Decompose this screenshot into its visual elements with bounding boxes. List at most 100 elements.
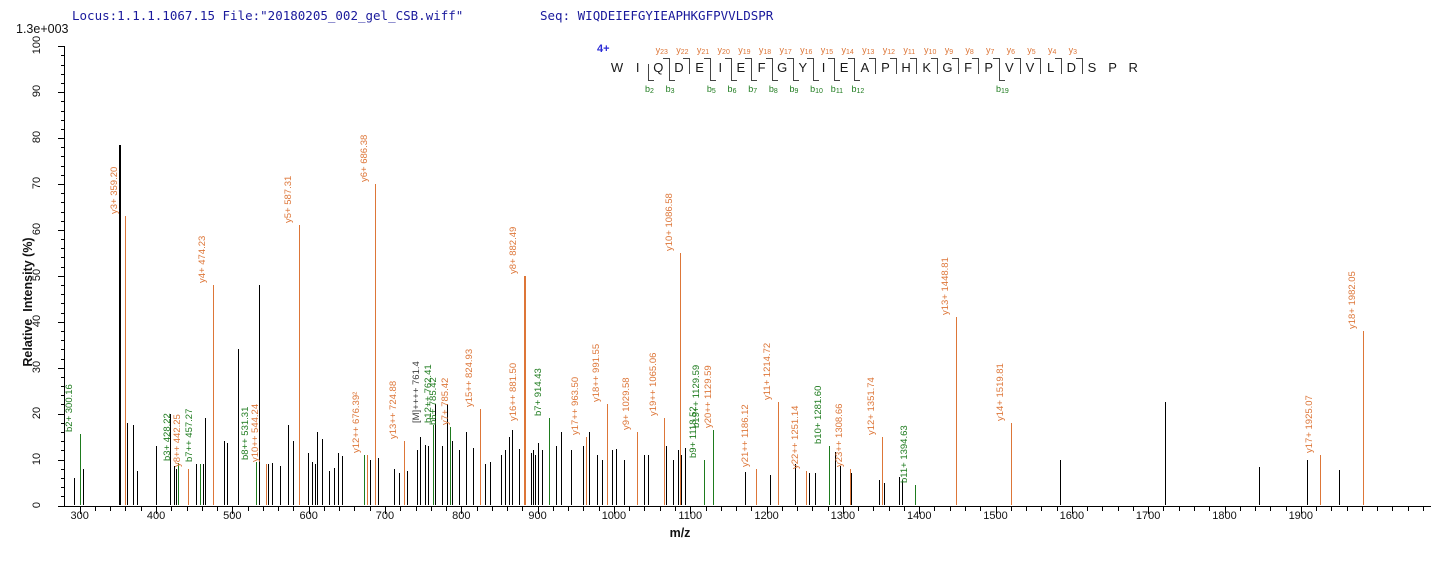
y-minor-tick bbox=[60, 165, 64, 167]
peak bbox=[484, 464, 486, 506]
y-minor-tick bbox=[60, 128, 64, 130]
y-tick-label: 80 bbox=[30, 130, 43, 144]
y-minor-tick bbox=[60, 55, 64, 57]
fragment-mark-y-stub bbox=[807, 58, 814, 59]
peak-label: y12++ 676.39² bbox=[350, 391, 362, 453]
x-major-tick bbox=[690, 506, 692, 514]
y-minor-tick bbox=[60, 119, 64, 121]
y-minor-tick bbox=[60, 211, 64, 213]
x-minor-tick bbox=[583, 506, 585, 511]
peak-label: y17++ 963.50 bbox=[570, 376, 582, 435]
x-minor-tick bbox=[720, 506, 722, 511]
peak bbox=[259, 285, 261, 506]
peak bbox=[292, 441, 294, 506]
b-ion-label: b6 bbox=[727, 84, 737, 95]
fragment-mark-y-stub bbox=[951, 58, 958, 59]
x-minor-tick bbox=[262, 506, 264, 511]
header-locus-file: Locus:1.1.1.1067.15 File:"20180205_002_g… bbox=[72, 8, 464, 23]
peak-b-ion bbox=[199, 464, 201, 506]
y-ion-label: y7 bbox=[986, 45, 995, 56]
peak-y-ion bbox=[680, 252, 682, 506]
y-minor-tick bbox=[60, 193, 64, 195]
residue: E bbox=[736, 60, 746, 75]
y-major-tick bbox=[57, 459, 64, 461]
peak-b-ion bbox=[450, 427, 452, 506]
x-minor-tick bbox=[339, 506, 341, 511]
peak-label: y18+ 1982.05 bbox=[1347, 271, 1359, 329]
x-major-tick bbox=[1071, 506, 1073, 514]
peak-label: y11+ 1214.72 bbox=[761, 343, 773, 401]
y-ion-label: y20 bbox=[717, 45, 730, 56]
x-minor-tick bbox=[201, 506, 203, 511]
y-minor-tick bbox=[60, 248, 64, 250]
y-ion-label: y9 bbox=[944, 45, 954, 56]
peak bbox=[1060, 459, 1062, 506]
x-minor-tick bbox=[598, 506, 600, 511]
y-minor-tick bbox=[60, 257, 64, 259]
x-minor-tick bbox=[369, 506, 371, 511]
peak bbox=[435, 404, 437, 506]
peak bbox=[127, 422, 129, 506]
peak bbox=[1164, 402, 1166, 506]
y-major-tick bbox=[57, 92, 64, 94]
x-minor-tick bbox=[217, 506, 219, 511]
residue: V bbox=[1025, 60, 1035, 75]
fragment-mark-y-stub bbox=[724, 58, 731, 59]
peak bbox=[681, 454, 683, 506]
peak bbox=[519, 449, 521, 506]
residue: F bbox=[757, 60, 766, 75]
peak-b-ion bbox=[79, 434, 81, 506]
x-tick-label: 1500 bbox=[983, 510, 1008, 522]
peak bbox=[490, 461, 492, 506]
x-minor-tick bbox=[1163, 506, 1165, 511]
x-minor-tick bbox=[934, 506, 936, 511]
y-minor-tick bbox=[60, 441, 64, 443]
x-minor-tick bbox=[644, 506, 646, 511]
peak bbox=[82, 468, 84, 506]
residue: Y bbox=[798, 60, 808, 75]
peak bbox=[745, 471, 747, 506]
x-tick-label: 1700 bbox=[1135, 510, 1161, 522]
y-minor-tick bbox=[60, 285, 64, 287]
fragment-mark bbox=[730, 58, 732, 80]
peak-label: y14+ 1519.81 bbox=[994, 362, 1006, 421]
y-ion-label: y4 bbox=[1047, 45, 1057, 56]
fragment-mark-b-stub bbox=[709, 80, 716, 81]
peak-y-ion bbox=[524, 275, 527, 506]
x-minor-tick bbox=[186, 506, 188, 511]
peak-y-ion bbox=[849, 468, 851, 506]
fragment-mark-b-stub bbox=[792, 80, 799, 81]
x-tick-label: 1100 bbox=[678, 510, 703, 522]
x-minor-tick bbox=[1392, 506, 1394, 511]
peak bbox=[1338, 469, 1340, 506]
peak bbox=[665, 445, 667, 506]
peak bbox=[794, 464, 796, 506]
peak-b-ion bbox=[828, 445, 830, 506]
peak bbox=[80, 450, 82, 506]
y-minor-tick bbox=[60, 487, 64, 489]
y-minor-tick bbox=[60, 432, 64, 433]
x-minor-tick bbox=[415, 506, 417, 511]
y-minor-tick bbox=[60, 147, 64, 149]
y-minor-tick bbox=[60, 386, 64, 388]
fragment-mark-y-stub bbox=[972, 58, 979, 59]
peak bbox=[452, 441, 454, 506]
fragment-mark bbox=[771, 58, 773, 80]
x-minor-tick bbox=[400, 506, 402, 511]
y-major-tick bbox=[57, 138, 64, 140]
y-minor-tick bbox=[60, 303, 64, 305]
peak-label: y10+ 1086.58 bbox=[664, 193, 676, 251]
peak bbox=[394, 468, 396, 506]
x-major-tick bbox=[919, 506, 921, 514]
y-minor-tick bbox=[60, 220, 64, 222]
peak-b-ion bbox=[548, 418, 550, 506]
peak bbox=[119, 144, 122, 506]
x-major-tick bbox=[613, 506, 615, 514]
peak bbox=[582, 445, 584, 506]
x-minor-tick bbox=[1178, 506, 1180, 511]
x-major-tick bbox=[537, 506, 539, 514]
y-ion-label: y16 bbox=[800, 45, 813, 56]
x-major-tick bbox=[384, 506, 386, 514]
